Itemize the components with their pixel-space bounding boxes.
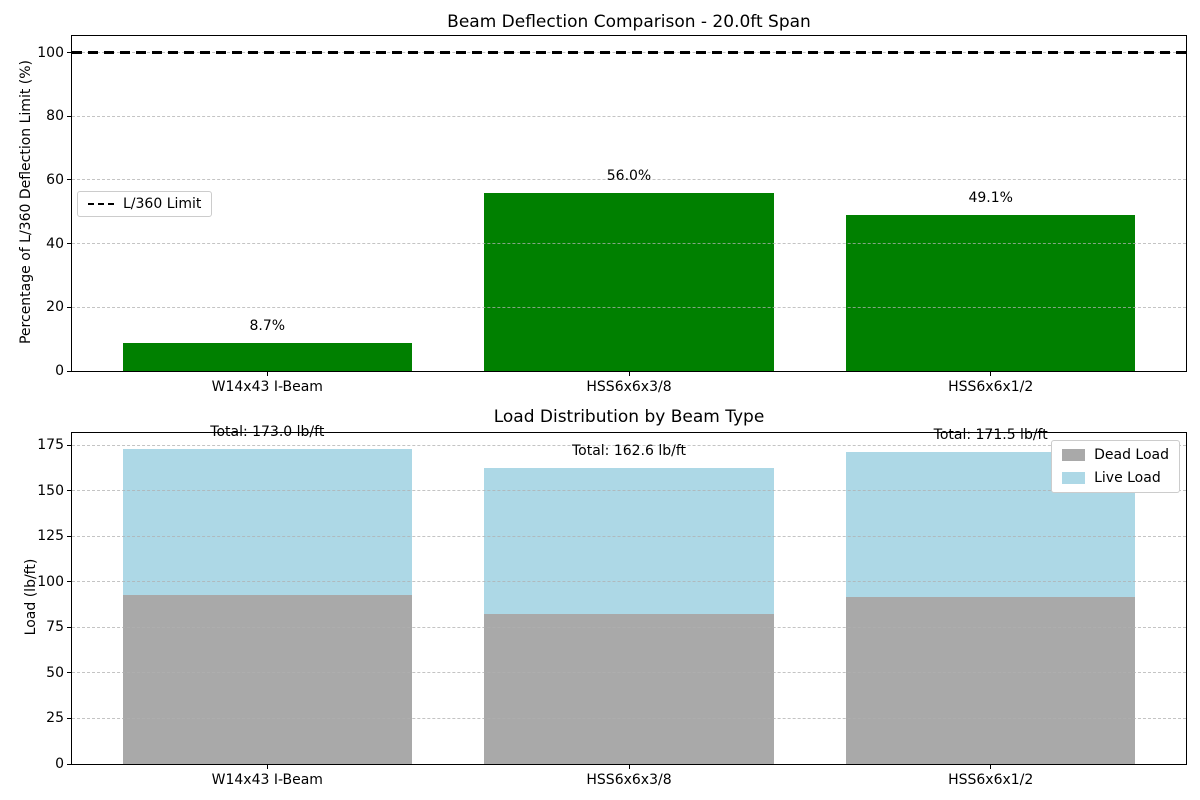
limit-legend-label: L/360 Limit — [123, 196, 202, 212]
y-tick-label: 100 — [37, 573, 64, 590]
y-tick-label: 50 — [46, 664, 64, 681]
y-tick-mark — [67, 306, 71, 308]
total-label: Total: 173.0 lb/ft — [210, 423, 325, 440]
y-tick-mark — [67, 581, 71, 583]
total-label: Total: 171.5 lb/ft — [933, 426, 1048, 443]
total-label: Total: 162.6 lb/ft — [571, 442, 687, 459]
limit-line — [72, 51, 1186, 54]
bar-dead-load — [122, 594, 412, 764]
bar-dead-load — [484, 613, 774, 764]
x-tick-label: HSS6x6x1/2 — [948, 379, 1034, 395]
y-tick-label: 25 — [46, 710, 64, 727]
load-chart-title: Load Distribution by Beam Type — [493, 407, 765, 427]
y-tick-mark — [67, 717, 71, 719]
deflection-bar — [122, 343, 412, 371]
y-tick-mark — [67, 52, 71, 54]
x-tick-mark — [990, 372, 992, 376]
y-tick-label: 60 — [46, 171, 64, 188]
y-tick-mark — [67, 115, 71, 117]
y-tick-label: 20 — [46, 299, 64, 316]
y-tick-label: 0 — [55, 756, 64, 772]
y-tick-label: 40 — [46, 235, 64, 252]
dead-load-swatch-icon — [1062, 449, 1086, 461]
x-tick-label: HSS6x6x3/8 — [586, 772, 672, 788]
deflection-plot-area: L/360 Limit 8.7% 56.0% 49.1% 0 20 40 60 80 100 W1… — [37, 35, 1187, 395]
x-tick-mark — [628, 372, 630, 376]
y-tick-label: 175 — [37, 437, 64, 454]
live-load-swatch-icon — [1062, 472, 1086, 484]
value-label: 49.1% — [968, 189, 1013, 206]
deflection-chart-title: Beam Deflection Comparison - 20.0ft Span — [447, 12, 811, 32]
x-tick-label: W14x43 I-Beam — [211, 379, 323, 395]
gridline — [72, 535, 1186, 537]
limit-legend: L/360 Limit — [77, 191, 213, 217]
y-tick-mark — [67, 179, 71, 181]
y-tick-mark — [67, 672, 71, 674]
gridline — [72, 581, 1186, 583]
y-tick-mark — [67, 243, 71, 245]
gridline — [72, 626, 1186, 628]
dead-load-legend-label: Dead Load — [1094, 447, 1169, 463]
y-tick-label: 80 — [46, 108, 64, 125]
load-plot-area: Dead Load Live Load Total: 173.0 lb/ft To… — [37, 424, 1187, 788]
gridline — [72, 444, 1186, 446]
gridline — [72, 672, 1186, 674]
y-tick-label: 150 — [37, 482, 64, 499]
x-tick-label: HSS6x6x1/2 — [948, 772, 1034, 788]
gridline — [72, 717, 1186, 719]
y-tick-label: 0 — [55, 363, 64, 379]
load-legend: Dead Load Live Load — [1051, 440, 1180, 493]
y-tick-label: 100 — [37, 44, 64, 61]
gridline — [72, 490, 1186, 492]
dashed-line-icon — [88, 202, 114, 206]
y-tick-mark — [67, 535, 71, 537]
y-tick-mark — [67, 763, 71, 765]
bar-dead-load — [846, 597, 1136, 764]
legend-entry-dead-load: Dead Load — [1062, 447, 1169, 463]
bar-live-load — [484, 467, 774, 614]
live-load-legend-label: Live Load — [1094, 470, 1161, 486]
y-tick-mark — [67, 370, 71, 372]
value-label: 56.0% — [606, 167, 652, 184]
gridline — [72, 306, 1186, 308]
deflection-bar — [846, 214, 1136, 371]
x-tick-label: HSS6x6x3/8 — [586, 379, 672, 395]
x-tick-label: W14x43 I-Beam — [211, 772, 323, 788]
gridline — [72, 243, 1186, 245]
deflection-bar — [484, 192, 774, 371]
y-tick-label: 75 — [46, 619, 64, 636]
y-tick-mark — [67, 444, 71, 446]
gridline — [72, 179, 1186, 181]
x-tick-mark — [990, 765, 992, 769]
bar-live-load — [122, 448, 412, 595]
y-tick-mark — [67, 626, 71, 628]
value-label: 8.7% — [249, 318, 286, 335]
legend-entry-live-load: Live Load — [1062, 470, 1169, 486]
x-tick-mark — [266, 372, 268, 376]
x-tick-mark — [266, 765, 268, 769]
x-tick-mark — [628, 765, 630, 769]
y-tick-label: 125 — [37, 528, 64, 545]
y-tick-mark — [67, 490, 71, 492]
gridline — [72, 115, 1186, 117]
